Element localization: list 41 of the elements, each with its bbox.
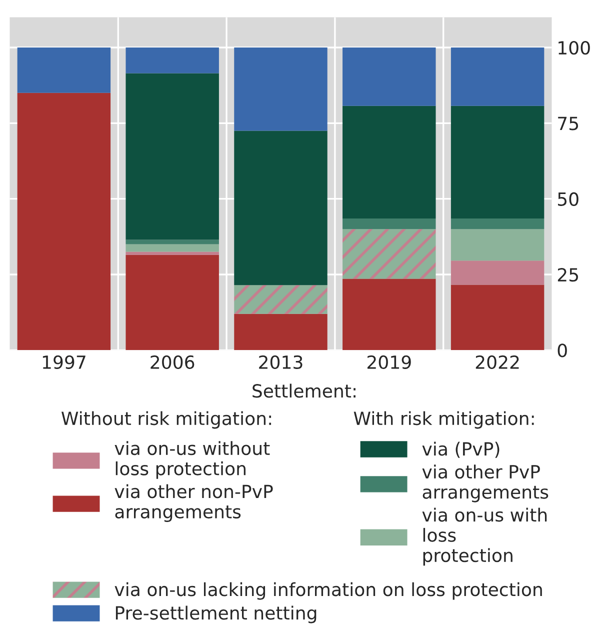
x-tick-label: 1997	[42, 355, 86, 370]
y-tick-label: 50	[558, 192, 578, 206]
bar	[450, 260, 544, 285]
bar	[234, 130, 328, 286]
bar	[450, 284, 544, 350]
legend-label: via on-us with loss protection	[422, 508, 547, 566]
legend-label: via other non-PvP arrangements	[114, 484, 273, 522]
bar	[342, 48, 436, 106]
legend-label: Pre-settlement netting	[116, 606, 316, 624]
y-tick-label: 25	[558, 268, 578, 282]
bar	[450, 106, 544, 219]
x-tick-label: 2022	[476, 355, 519, 370]
bar	[450, 218, 544, 230]
x-tick-label: 2013	[259, 355, 302, 370]
bar	[342, 106, 436, 219]
x-tick-label: 2019	[368, 355, 411, 370]
bar	[234, 314, 328, 350]
bar	[342, 278, 436, 350]
bar	[126, 240, 219, 244]
x-tick-label: 2006	[150, 355, 194, 370]
legend-label: via (PvP)	[422, 442, 500, 458]
bar	[126, 73, 219, 240]
bar	[450, 48, 544, 106]
bar	[126, 254, 219, 350]
bar	[126, 244, 219, 252]
legend-label: via on-us lacking information on loss protection	[114, 582, 542, 600]
bar	[234, 48, 328, 131]
legend-title: Settlement:	[252, 384, 356, 398]
bar	[17, 92, 111, 350]
bar	[234, 285, 328, 314]
bar	[17, 48, 111, 93]
text: With risk mitigation:	[354, 411, 534, 429]
text: Without risk mitigation:	[62, 411, 272, 429]
y-tick-label: 75	[558, 116, 578, 130]
bar	[126, 48, 219, 74]
y-tick-label: 100	[558, 40, 590, 55]
bar	[342, 229, 436, 279]
bar	[450, 229, 544, 261]
bar	[342, 218, 436, 230]
bar	[126, 252, 219, 255]
y-tick-label: 0	[558, 344, 567, 358]
